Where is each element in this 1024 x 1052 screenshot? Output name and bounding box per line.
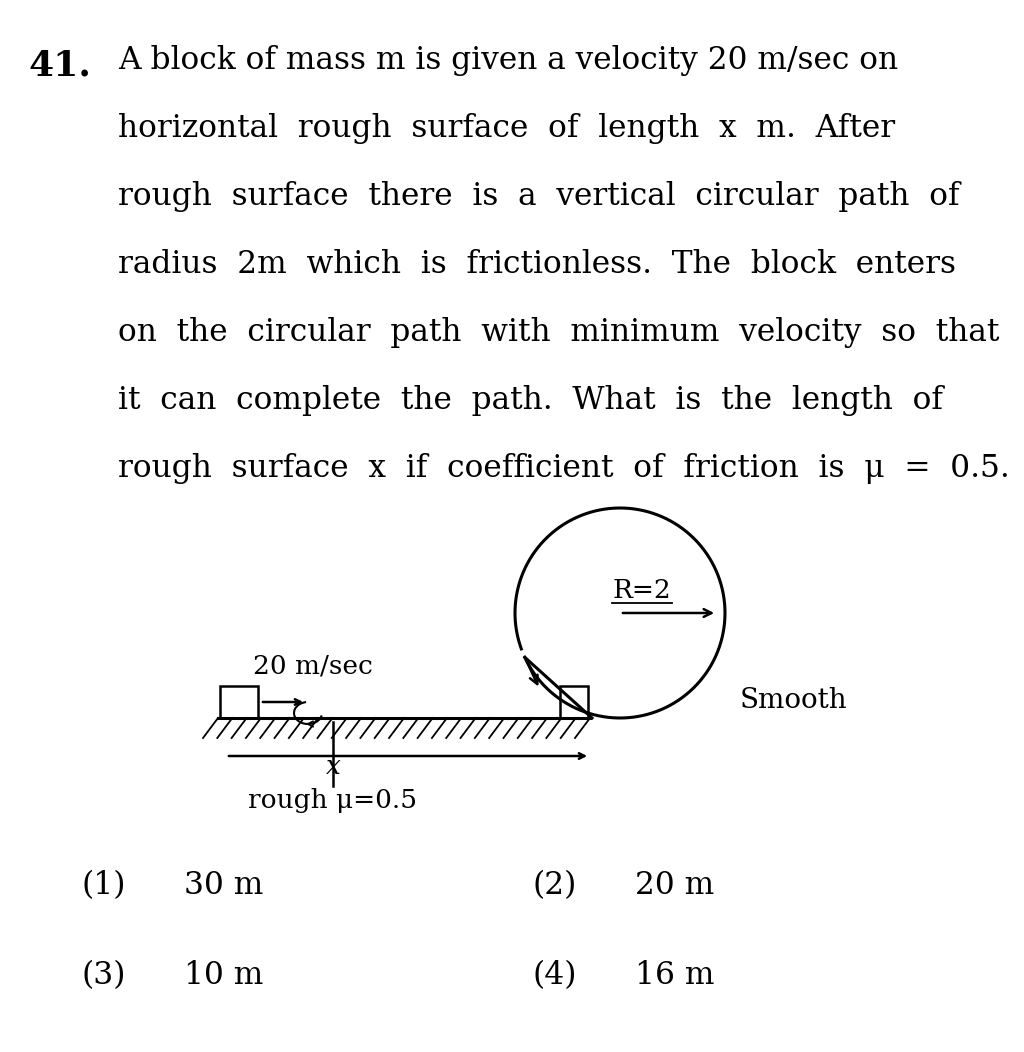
Text: it  can  complete  the  path.  What  is  the  length  of: it can complete the path. What is the le…: [118, 385, 943, 416]
Text: 30 m: 30 m: [184, 870, 264, 901]
Text: Smooth: Smooth: [740, 687, 848, 714]
Text: radius  2m  which  is  frictionless.  The  block  enters: radius 2m which is frictionless. The blo…: [118, 249, 956, 280]
Text: rough μ=0.5: rough μ=0.5: [249, 788, 418, 813]
Text: A block of mass m is given a velocity 20 m/sec on: A block of mass m is given a velocity 20…: [118, 45, 898, 76]
Text: 10 m: 10 m: [184, 960, 264, 991]
Text: x: x: [326, 754, 340, 778]
Text: 20 m: 20 m: [635, 870, 714, 901]
Text: 16 m: 16 m: [635, 960, 715, 991]
Text: (2): (2): [532, 870, 577, 901]
Text: rough  surface  there  is  a  vertical  circular  path  of: rough surface there is a vertical circul…: [118, 181, 959, 213]
Text: 20 m/sec: 20 m/sec: [253, 653, 373, 677]
Text: rough  surface  x  if  coefficient  of  friction  is  μ  =  0.5.: rough surface x if coefficient of fricti…: [118, 453, 1010, 484]
Text: R=2: R=2: [612, 578, 671, 603]
Bar: [560, 686, 588, 719]
Bar: [220, 686, 258, 719]
Text: (1): (1): [82, 870, 126, 901]
Text: on  the  circular  path  with  minimum  velocity  so  that: on the circular path with minimum veloci…: [118, 317, 999, 348]
Text: (4): (4): [532, 960, 577, 991]
Text: horizontal  rough  surface  of  length  x  m.  After: horizontal rough surface of length x m. …: [118, 113, 895, 144]
Text: (3): (3): [82, 960, 126, 991]
Text: 41.: 41.: [28, 48, 91, 82]
